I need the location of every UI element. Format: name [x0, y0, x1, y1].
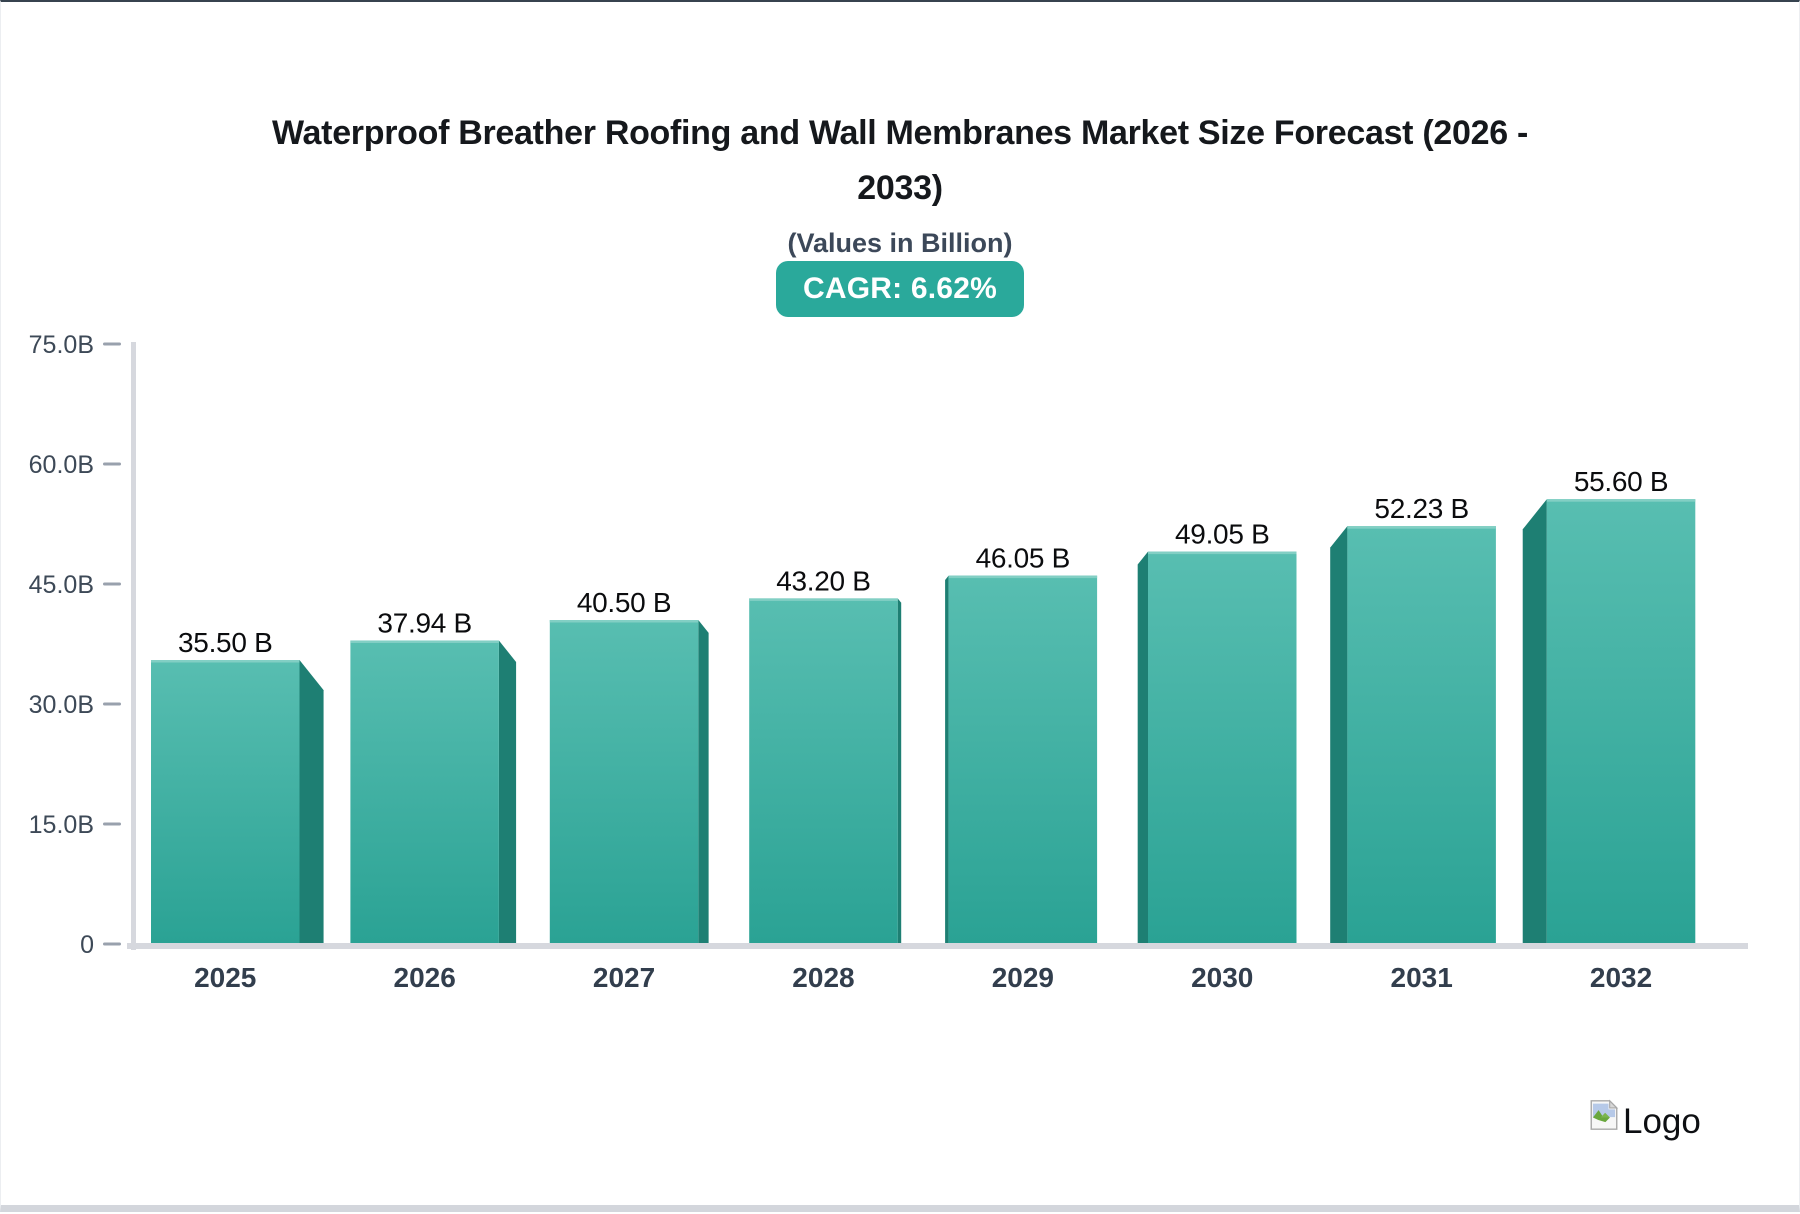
cagr-badge: CAGR: 6.62% — [776, 261, 1024, 317]
bar-2026[interactable]: 37.94 B 2026 — [350, 607, 517, 993]
y-tick-label: 45.0B — [29, 571, 94, 599]
bar-front-face — [350, 640, 499, 945]
bar-value-label: 37.94 B — [377, 607, 471, 638]
y-tick-label: 75.0B — [29, 331, 94, 359]
bar-value-label: 40.50 B — [577, 587, 671, 618]
bar-2028[interactable]: 43.20 B 2028 — [749, 565, 902, 993]
x-axis-label: 2029 — [992, 962, 1054, 993]
x-axis-label: 2030 — [1191, 962, 1253, 993]
bar-top-edge — [1347, 526, 1496, 529]
bar-side-face — [945, 575, 949, 945]
bar-front-face — [1148, 551, 1297, 945]
y-tick — [103, 462, 121, 466]
bar-side-face — [897, 598, 902, 945]
bar-front-face — [749, 598, 898, 945]
x-axis-label: 2025 — [194, 962, 256, 993]
y-tick — [103, 342, 121, 346]
y-axis: 0 15.0B 30.0B 45.0B 60.0B 75.0B — [29, 331, 136, 959]
bar-front-face — [151, 660, 300, 945]
bar-2032[interactable]: 55.60 B 2032 — [1522, 466, 1696, 993]
y-tick — [103, 942, 121, 946]
bar-front-face — [948, 575, 1098, 945]
bar-top-edge — [1546, 499, 1696, 502]
bar-side-face — [299, 660, 324, 945]
bar-front-face — [1347, 526, 1496, 945]
bar-side-face — [698, 620, 709, 945]
bar-top-edge — [549, 620, 699, 623]
bar-value-label: 43.20 B — [776, 565, 870, 596]
x-axis-label: 2026 — [394, 962, 456, 993]
bar-side-face — [498, 640, 517, 945]
x-axis-line — [127, 943, 1748, 949]
bar-2025[interactable]: 35.50 B 2025 — [151, 627, 324, 993]
y-tick — [103, 702, 121, 706]
bar-2029[interactable]: 46.05 B 2029 — [945, 543, 1098, 993]
bar-2031[interactable]: 52.23 B 2031 — [1330, 493, 1496, 993]
y-tick — [103, 822, 121, 826]
x-axis-label: 2032 — [1590, 962, 1652, 993]
bar-top-edge — [1148, 551, 1297, 555]
bar-value-label: 35.50 B — [178, 627, 272, 658]
y-tick — [103, 582, 121, 586]
bar-front-face — [549, 620, 699, 945]
chart-title-line1: Waterproof Breather Roofing and Wall Mem… — [272, 114, 1528, 152]
y-tick-label: 30.0B — [29, 691, 94, 719]
bar-front-face — [1546, 499, 1696, 945]
bar-side-face — [1137, 551, 1148, 945]
bar-top-edge — [749, 598, 898, 601]
y-tick-label: 15.0B — [29, 811, 94, 839]
chart-title-line2: 2033) — [857, 169, 943, 207]
bar-top-edge — [151, 660, 300, 663]
bar-side-face — [1330, 526, 1348, 945]
logo: Logo — [1587, 1096, 1787, 1156]
logo-label: Logo — [1623, 1102, 1701, 1141]
bar-top-edge — [350, 640, 499, 643]
bar-value-label: 46.05 B — [976, 543, 1070, 574]
x-axis-label: 2027 — [593, 962, 655, 993]
bar-top-edge — [948, 575, 1098, 579]
cagr-badge-row: CAGR: 6.62% — [1, 261, 1799, 317]
bar-value-label: 55.60 B — [1574, 466, 1668, 497]
chart-subtitle: (Values in Billion) — [787, 228, 1013, 258]
bar-value-label: 52.23 B — [1374, 493, 1468, 524]
bar-side-face — [1522, 499, 1547, 945]
bar-2030[interactable]: 49.05 B 2030 — [1137, 519, 1297, 993]
y-tick-label: 0 — [80, 931, 94, 959]
y-tick-label: 60.0B — [29, 451, 94, 479]
broken-image-icon — [1590, 1099, 1619, 1130]
x-axis-label: 2028 — [792, 962, 854, 993]
bar-2027[interactable]: 40.50 B 2027 — [549, 587, 709, 993]
x-axis-label: 2031 — [1391, 962, 1453, 993]
chart-title: Waterproof Breather Roofing and Wall Mem… — [1, 106, 1799, 216]
bar-value-label: 49.05 B — [1175, 519, 1269, 550]
